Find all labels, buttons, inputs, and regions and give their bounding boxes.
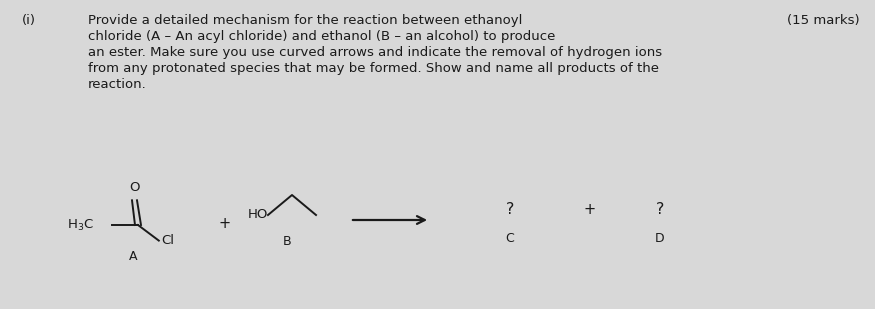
Text: C: C	[506, 232, 514, 245]
Text: (i): (i)	[22, 14, 36, 27]
Text: ?: ?	[656, 202, 664, 218]
Text: +: +	[584, 202, 596, 218]
Text: Cl: Cl	[161, 234, 174, 247]
Text: an ester. Make sure you use curved arrows and indicate the removal of hydrogen i: an ester. Make sure you use curved arrow…	[88, 46, 662, 59]
Text: ?: ?	[506, 202, 514, 218]
Text: reaction.: reaction.	[88, 78, 147, 91]
Text: +: +	[219, 215, 231, 231]
Text: O: O	[129, 181, 139, 194]
Text: D: D	[655, 232, 665, 245]
Text: A: A	[129, 250, 137, 263]
Text: chloride (A – An acyl chloride) and ethanol (B – an alcohol) to produce: chloride (A – An acyl chloride) and etha…	[88, 30, 556, 43]
Text: H$_3$C: H$_3$C	[67, 218, 94, 233]
Text: Provide a detailed mechanism for the reaction between ethanoyl: Provide a detailed mechanism for the rea…	[88, 14, 522, 27]
Text: HO: HO	[248, 209, 269, 222]
Text: B: B	[283, 235, 291, 248]
Text: from any protonated species that may be formed. Show and name all products of th: from any protonated species that may be …	[88, 62, 659, 75]
Text: (15 marks): (15 marks)	[788, 14, 860, 27]
